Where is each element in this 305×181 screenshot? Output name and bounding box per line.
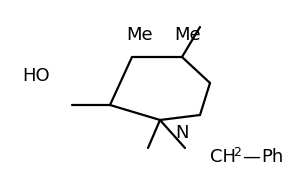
Text: Ph: Ph [261, 148, 283, 166]
Text: CH: CH [210, 148, 236, 166]
Text: Me: Me [175, 26, 201, 44]
Text: N: N [175, 124, 189, 142]
Text: Me: Me [127, 26, 153, 44]
Text: HO: HO [22, 67, 50, 85]
Text: —: — [242, 148, 260, 166]
Text: 2: 2 [233, 146, 241, 159]
